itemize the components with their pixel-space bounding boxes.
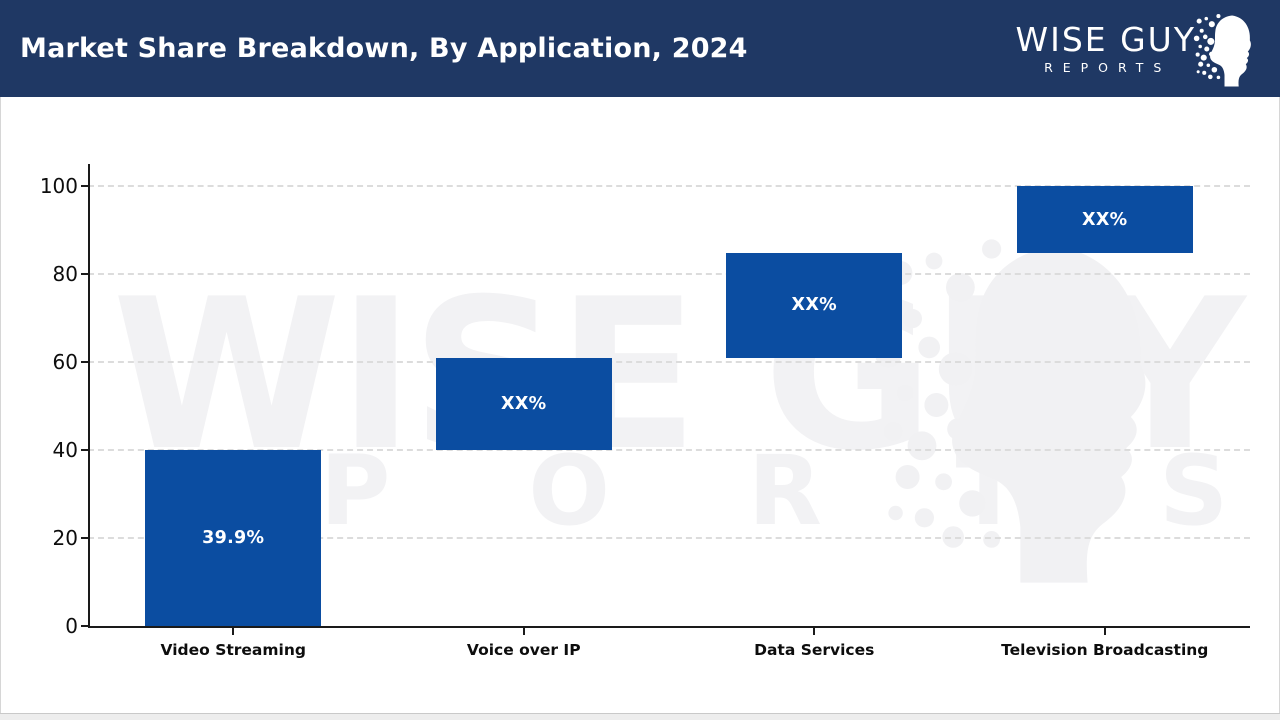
header-bar: Market Share Breakdown, By Application, …	[0, 0, 1280, 97]
brand-logo-line2: REPORTS	[1044, 59, 1172, 75]
chart-card	[0, 97, 1280, 713]
brand-head-icon	[1193, 13, 1251, 86]
brand-logo: WISE GUY REPORTS	[1015, 11, 1260, 87]
brand-logo-text: WISE GUY REPORTS	[1015, 23, 1196, 75]
page-bottom-strip	[0, 714, 1280, 720]
card-bottom-border	[0, 713, 1280, 714]
page-title: Market Share Breakdown, By Application, …	[20, 33, 748, 64]
brand-logo-line1: WISE GUY	[1015, 19, 1196, 59]
